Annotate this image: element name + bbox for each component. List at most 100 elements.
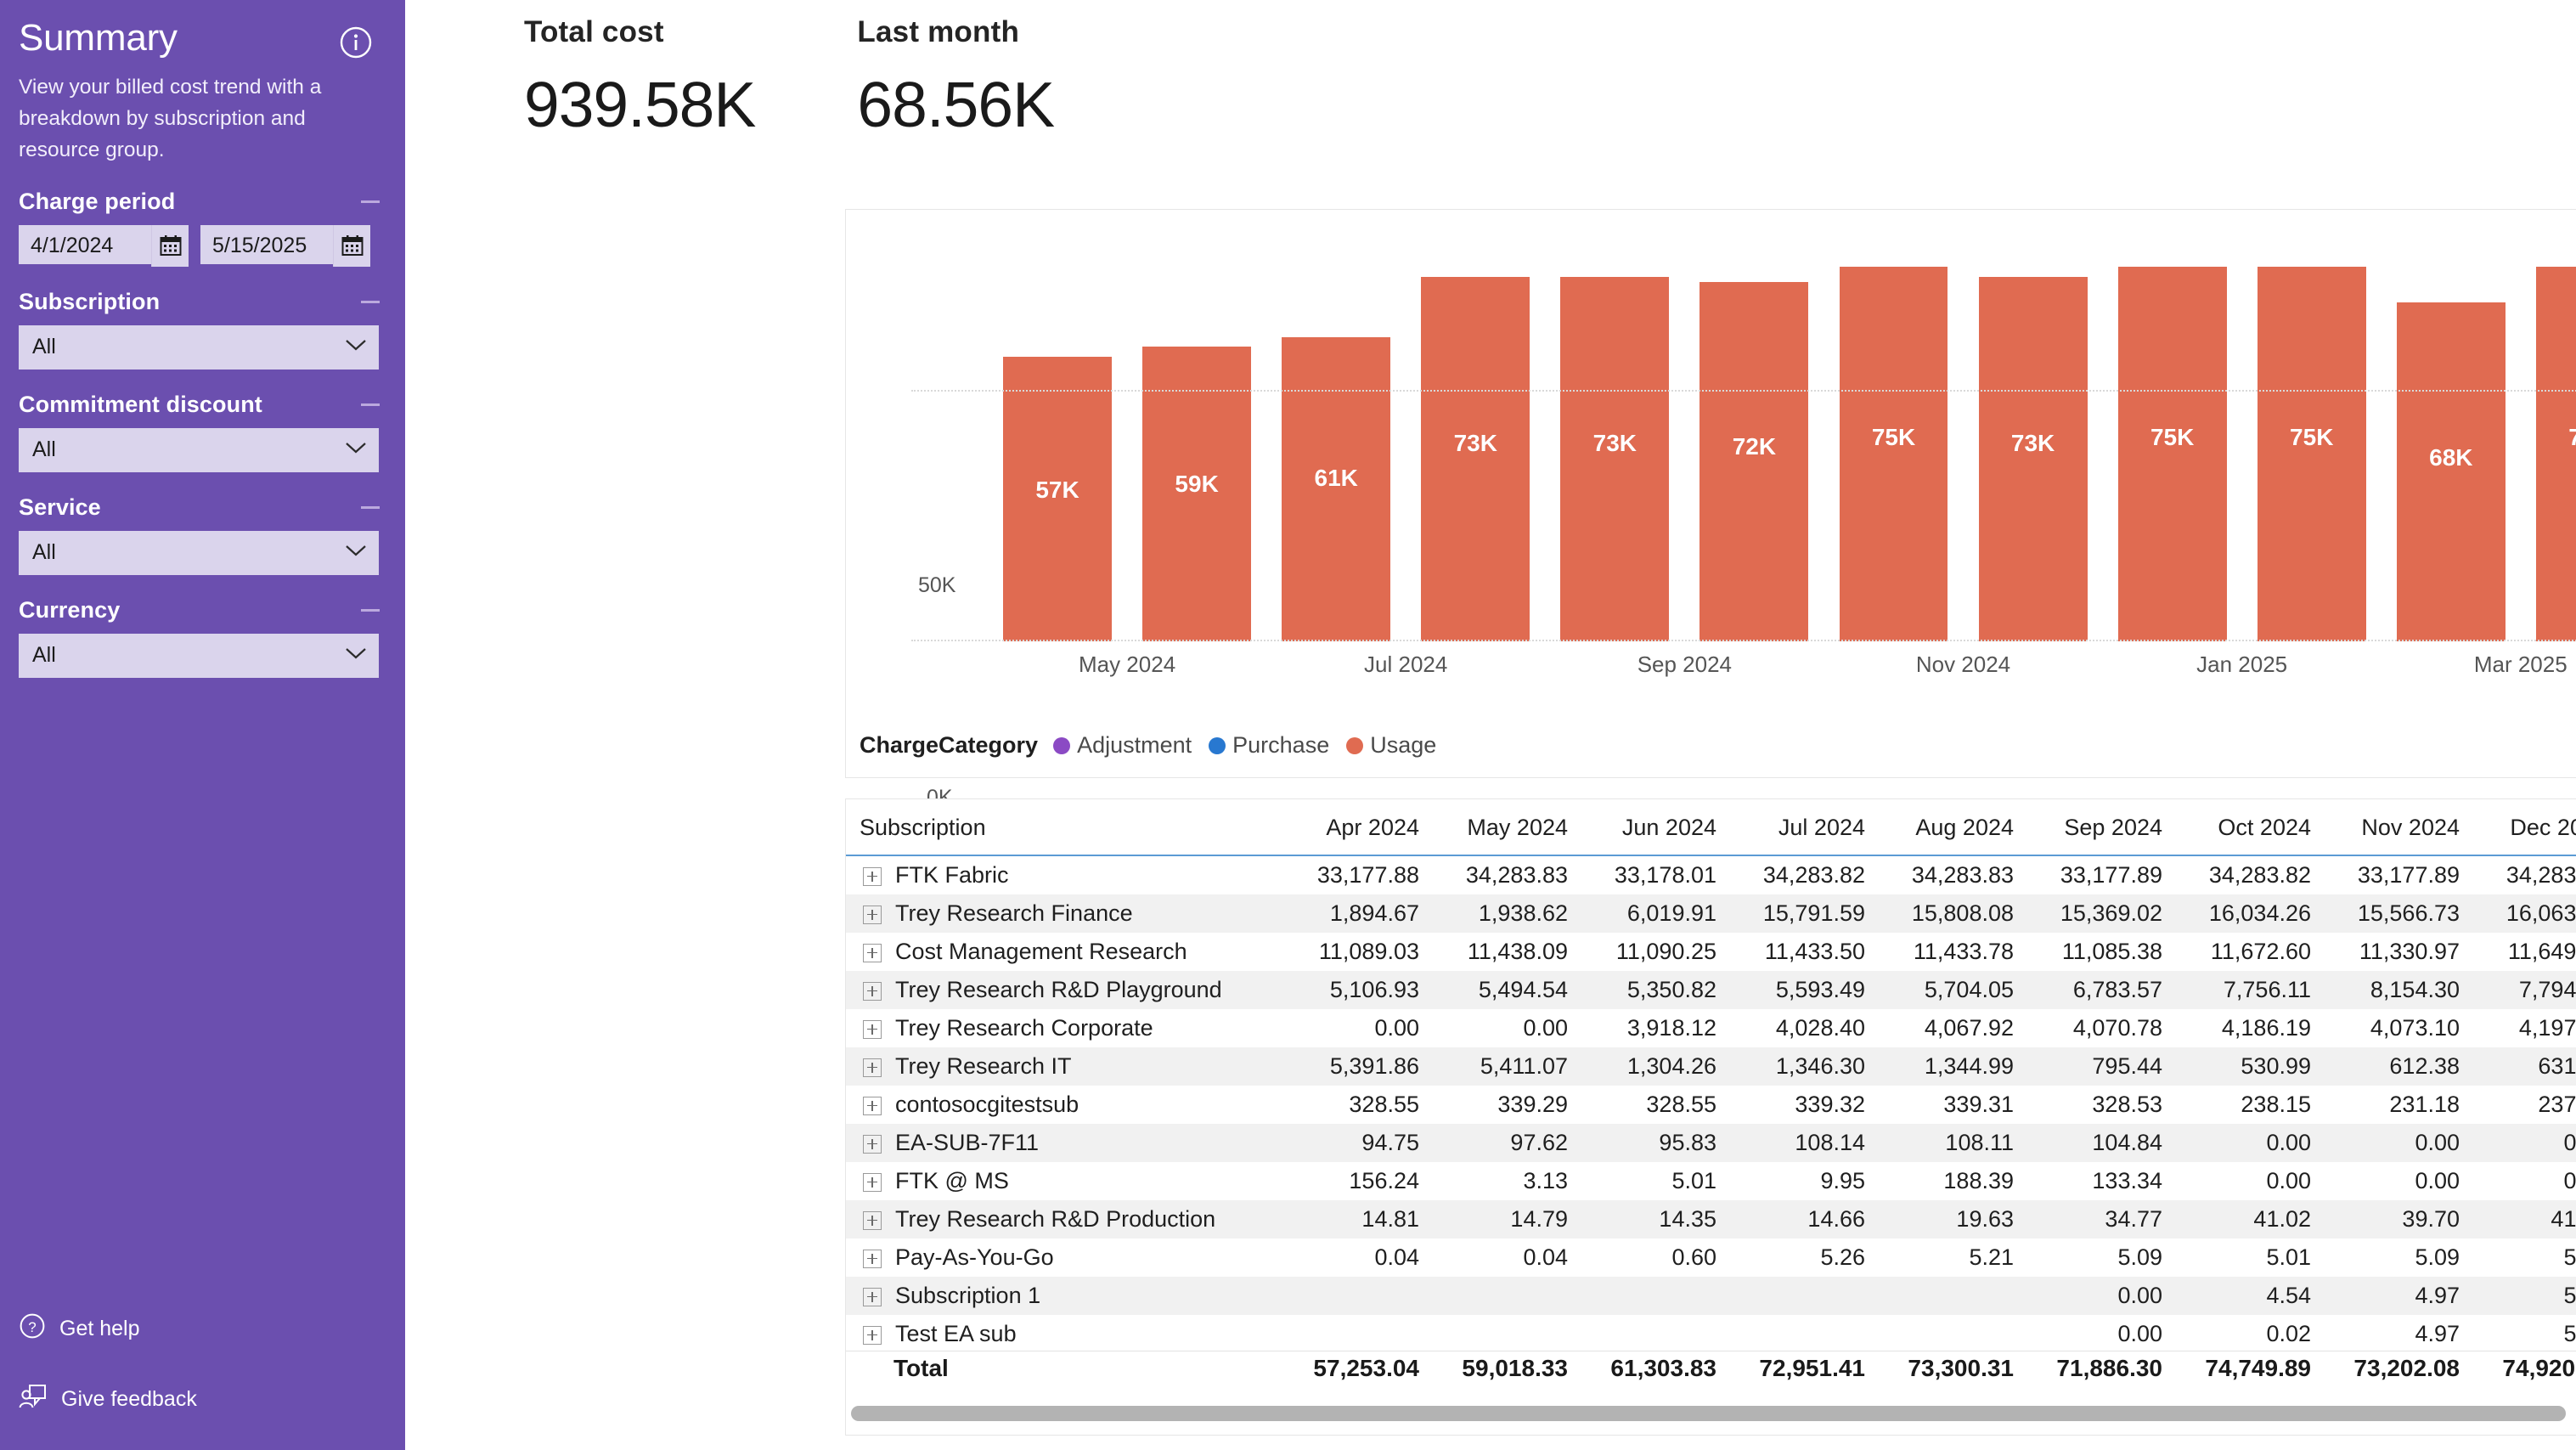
table-cell-subscription-name[interactable]: Subscription 1 — [846, 1277, 1271, 1315]
plus-box-icon[interactable] — [863, 1019, 882, 1039]
service-filter-select[interactable]: All — [19, 530, 379, 575]
start-date-input[interactable]: 4/1/2024 — [19, 224, 189, 267]
table-cell-subscription-name[interactable]: EA-SUB-7F11 — [846, 1124, 1271, 1162]
calendar-icon[interactable] — [333, 224, 370, 267]
table-row[interactable]: EA-SUB-7F11 94.75 97.62 95.83 108.14 108.11 10… — [846, 1124, 2576, 1162]
chevron-down-icon[interactable] — [345, 441, 367, 459]
chart-bar-slot[interactable]: 57K — [988, 240, 1127, 641]
table-cell-subscription-name[interactable]: FTK @ MS — [846, 1162, 1271, 1200]
plus-box-icon[interactable] — [863, 943, 882, 962]
table-cell-subscription-name[interactable]: Trey Research R&D Production — [846, 1200, 1271, 1238]
table-cell-subscription-name[interactable]: Trey Research Corporate — [846, 1009, 1271, 1047]
table-col-header-month[interactable]: Oct 2024 — [2162, 799, 2311, 856]
chart-bar[interactable]: 73K — [1560, 277, 1670, 641]
plus-box-icon[interactable] — [863, 1134, 882, 1154]
table-col-header-month[interactable]: Jun 2024 — [1568, 799, 1716, 856]
collapse-icon[interactable] — [361, 505, 380, 509]
chart-bar[interactable]: 75K — [2257, 267, 2366, 641]
table-cell-subscription-name[interactable]: Test EA sub — [846, 1315, 1271, 1353]
table-row[interactable]: contosocgitestsub 328.55 339.29 328.55 339.3… — [846, 1086, 2576, 1124]
collapse-icon[interactable] — [361, 200, 380, 203]
table-row[interactable]: Trey Research R&D Production 14.81 14.79 14… — [846, 1200, 2576, 1238]
table-row[interactable]: FTK Fabric 33,177.88 34,283.83 33,178.01 34,… — [846, 855, 2576, 894]
chart-bar-slot[interactable]: 75K — [2521, 240, 2576, 641]
chart-bar[interactable]: 61K — [1282, 336, 1391, 641]
table-row[interactable]: Cost Management Research 11,089.03 11,438.… — [846, 933, 2576, 971]
table-col-header-month[interactable]: Jul 2024 — [1716, 799, 1865, 856]
plus-box-icon[interactable] — [863, 981, 882, 1001]
give-feedback-link[interactable]: Give feedback — [19, 1383, 384, 1416]
table-cell-subscription-name[interactable]: Pay-As-You-Go — [846, 1238, 1271, 1277]
chart-bar-slot[interactable]: 73K — [1406, 240, 1545, 641]
table-col-header-subscription[interactable]: Subscription — [846, 799, 1271, 856]
chart-bar-slot[interactable]: 73K — [1964, 240, 2103, 641]
chart-bar[interactable]: 59K — [1142, 347, 1252, 641]
plus-box-icon[interactable] — [863, 1058, 882, 1077]
collapse-icon[interactable] — [361, 608, 380, 612]
plus-box-icon[interactable] — [863, 1172, 882, 1192]
collapse-icon[interactable] — [361, 403, 380, 406]
chevron-down-icon[interactable] — [345, 646, 367, 664]
table-col-header-month[interactable]: Sep 2024 — [2014, 799, 2162, 856]
table-cell-subscription-name[interactable]: Cost Management Research — [846, 933, 1271, 971]
subscription-filter-select[interactable]: All — [19, 324, 379, 370]
table-col-header-month[interactable]: Nov 2024 — [2311, 799, 2460, 856]
collapse-icon[interactable] — [361, 300, 380, 303]
calendar-icon[interactable] — [151, 224, 189, 267]
chart-bar-slot[interactable]: 59K — [1127, 240, 1266, 641]
plus-box-icon[interactable] — [863, 905, 882, 924]
plus-box-icon[interactable] — [863, 1249, 882, 1268]
chart-bar-slot[interactable]: 72K — [1684, 240, 1823, 641]
table-row[interactable]: Pay-As-You-Go 0.04 0.04 0.60 5.26 5.21 5.09 5.0… — [846, 1238, 2576, 1277]
chart-bar[interactable]: 73K — [1421, 277, 1530, 641]
subscription-cost-table[interactable]: Subscription Apr 2024 May 2024 Jun 2024 Jul … — [845, 798, 2576, 1436]
legend-item-purchase[interactable]: Purchase — [1209, 732, 1329, 759]
chevron-down-icon[interactable] — [345, 338, 367, 356]
info-icon[interactable] — [339, 25, 373, 59]
end-date-input[interactable]: 5/15/2025 — [200, 224, 370, 267]
table-row[interactable]: Trey Research IT 5,391.86 5,411.07 1,304.26… — [846, 1047, 2576, 1086]
legend-item-usage[interactable]: Usage — [1346, 732, 1436, 759]
table-cell-subscription-name[interactable]: contosocgitestsub — [846, 1086, 1271, 1124]
table-col-header-month[interactable]: Aug 2024 — [1865, 799, 2014, 856]
table-cell-subscription-name[interactable]: Trey Research R&D Playground — [846, 971, 1271, 1009]
chart-bar[interactable]: 75K — [2117, 267, 2227, 641]
plus-box-icon[interactable] — [863, 1210, 882, 1230]
table-cell-subscription-name[interactable]: Trey Research IT — [846, 1047, 1271, 1086]
table-cell-subscription-name[interactable]: FTK Fabric — [846, 855, 1271, 894]
chart-bar[interactable]: 57K — [1003, 357, 1113, 641]
currency-filter-select[interactable]: All — [19, 633, 379, 678]
get-help-link[interactable]: ? Get help — [19, 1312, 384, 1346]
plus-box-icon[interactable] — [863, 866, 882, 886]
table-row[interactable]: FTK @ MS 156.24 3.13 5.01 9.95 188.39 133.34 0.… — [846, 1162, 2576, 1200]
horizontal-scrollbar[interactable] — [851, 1406, 2576, 1421]
table-row[interactable]: Trey Research Finance 1,894.67 1,938.62 6,0… — [846, 894, 2576, 933]
chart-bar[interactable]: 73K — [1978, 277, 2088, 641]
chart-bar-slot[interactable]: 73K — [1545, 240, 1684, 641]
chart-bar-slot[interactable]: 75K — [2242, 240, 2382, 641]
plus-box-icon[interactable] — [863, 1325, 882, 1345]
chart-bar-slot[interactable]: 68K — [2382, 240, 2521, 641]
table-col-header-month[interactable]: Dec 2024 — [2460, 799, 2576, 856]
plus-box-icon[interactable] — [863, 1287, 882, 1306]
table-row[interactable]: Trey Research R&D Playground 5,106.93 5,49… — [846, 971, 2576, 1009]
chart-bar[interactable]: 75K — [1839, 267, 1948, 641]
chart-bar-slot[interactable]: 75K — [2103, 240, 2242, 641]
table-row[interactable]: Trey Research Corporate 0.00 0.00 3,918.12 4… — [846, 1009, 2576, 1047]
chart-bar[interactable]: 75K — [2535, 267, 2576, 641]
table-col-header-month[interactable]: Apr 2024 — [1271, 799, 1419, 856]
cost-trend-chart[interactable]: 50K 0K 57K 59K 61K 73K 73K 72K 75K 73K 75K 75K 68K… — [845, 209, 2576, 810]
horizontal-scrollbar-thumb[interactable] — [851, 1406, 2566, 1421]
chart-bar[interactable]: 68K — [2396, 302, 2506, 641]
table-row[interactable]: Subscription 10.004.544.975.135.134.62 — [846, 1277, 2576, 1315]
chart-bar[interactable]: 72K — [1699, 282, 1809, 641]
plus-box-icon[interactable] — [863, 1096, 882, 1115]
table-col-header-month[interactable]: May 2024 — [1419, 799, 1568, 856]
commitment-discount-filter-select[interactable]: All — [19, 427, 379, 472]
chevron-down-icon[interactable] — [345, 544, 367, 561]
chart-bar-slot[interactable]: 75K — [1823, 240, 1963, 641]
chart-bar-slot[interactable]: 61K — [1266, 240, 1406, 641]
legend-item-adjustment[interactable]: Adjustment — [1053, 732, 1192, 759]
table-cell-subscription-name[interactable]: Trey Research Finance — [846, 894, 1271, 933]
